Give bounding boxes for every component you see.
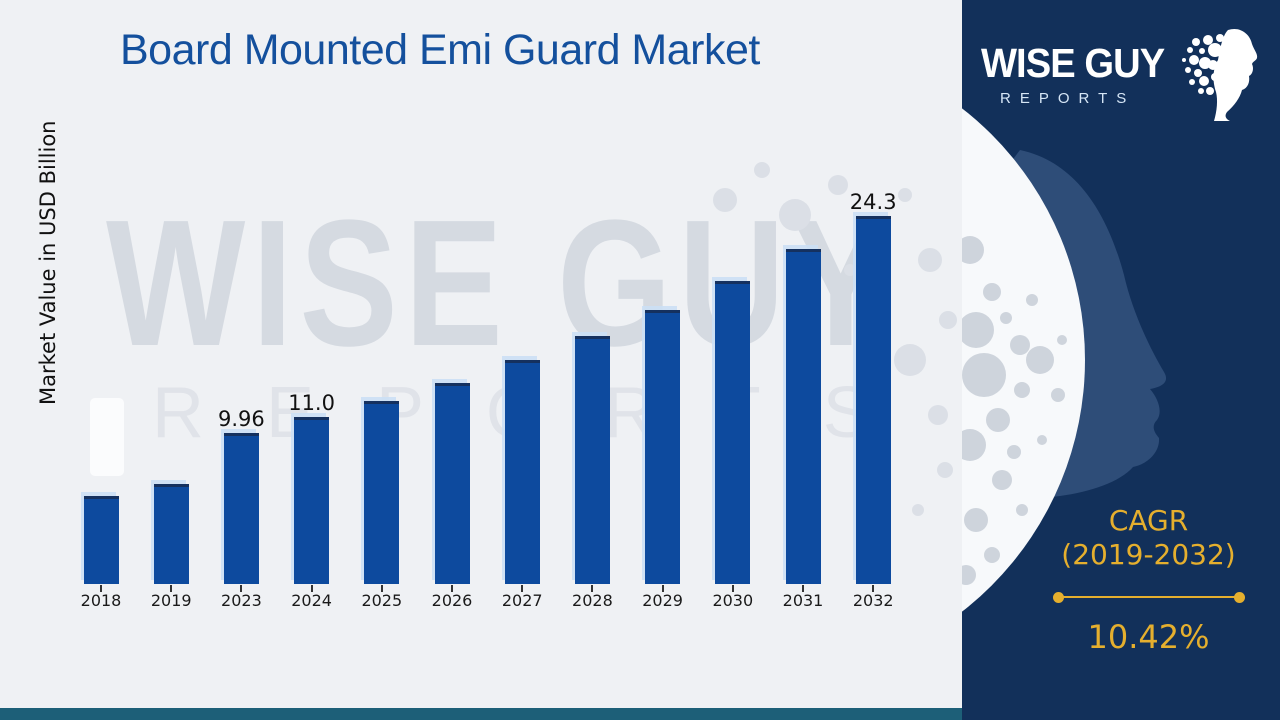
bar-2026 xyxy=(434,382,470,584)
cagr-range: (2019-2032) xyxy=(1061,538,1236,572)
bar-value-label-2023: 9.96 xyxy=(218,407,265,432)
x-tick-2019 xyxy=(170,585,173,592)
x-tick-2024 xyxy=(310,585,313,592)
bar-2027 xyxy=(504,359,540,584)
x-tick-label-2032: 2032 xyxy=(852,591,894,610)
x-tick-2031 xyxy=(802,585,804,592)
circle-dots-icon xyxy=(962,236,1067,585)
cagr-label: CAGR xyxy=(1108,504,1189,537)
x-tick-label-2025: 2025 xyxy=(361,591,403,610)
bar-2029 xyxy=(645,309,681,584)
panel-art xyxy=(962,108,1167,612)
bar-2031 xyxy=(785,249,821,584)
bar-2023 xyxy=(223,433,259,584)
logo-head-icon xyxy=(1182,28,1258,122)
bar-value-label-2032: 24.3 xyxy=(849,190,897,215)
logo-wordmark: WISE GUY xyxy=(981,40,1165,86)
cagr-block: CAGR (2019-2032) 10.42% xyxy=(1031,504,1266,656)
panel-circle xyxy=(962,108,1085,612)
bar-2018 xyxy=(83,496,119,584)
x-tick-2026 xyxy=(451,585,453,592)
brand-panel: WISE GUY REPORTS xyxy=(962,0,1280,720)
x-tick-2028 xyxy=(591,585,594,592)
x-tick-label-2018: 2018 xyxy=(80,591,122,610)
watermark-document-icon xyxy=(90,398,124,476)
x-tick-2027 xyxy=(521,585,524,592)
cagr-value: 10.42% xyxy=(1087,617,1210,656)
x-tick-2030 xyxy=(731,585,734,592)
x-tick-label-2019: 2019 xyxy=(150,591,192,610)
x-tick-label-2026: 2026 xyxy=(431,591,473,610)
x-tick-2018 xyxy=(100,585,102,592)
bar-2030 xyxy=(715,281,751,584)
x-tick-2025 xyxy=(380,585,383,592)
chart-area: WISE GUY REPORTS Board Mounted Emi Guard… xyxy=(36,26,957,610)
x-tick-label-2031: 2031 xyxy=(782,591,824,610)
teal-strip xyxy=(0,708,962,720)
bar-2024 xyxy=(294,417,330,584)
x-tick-label-2030: 2030 xyxy=(712,591,754,610)
x-tick-2023 xyxy=(240,585,243,592)
bar-2028 xyxy=(574,335,610,584)
x-tick-label-2027: 2027 xyxy=(501,591,543,610)
x-tick-label-2029: 2029 xyxy=(642,591,683,610)
bar-2019 xyxy=(153,484,189,584)
watermark-wordmark: WISE GUY xyxy=(106,183,897,384)
x-tick-label-2024: 2024 xyxy=(291,591,332,610)
page-title: Board Mounted Emi Guard Market xyxy=(120,26,760,74)
x-tick-2029 xyxy=(661,585,664,592)
brand-logo: WISE GUY REPORTS xyxy=(962,0,1280,130)
bar-2032 xyxy=(855,216,891,584)
bar-2025 xyxy=(364,400,400,584)
x-tick-label-2023: 2023 xyxy=(221,591,262,610)
x-tick-label-2028: 2028 xyxy=(572,591,613,610)
bar-value-label-2024: 11.0 xyxy=(288,391,335,416)
logo-subtitle: REPORTS xyxy=(1000,90,1136,107)
cagr-line xyxy=(1052,591,1245,603)
x-tick-2032 xyxy=(872,585,875,592)
